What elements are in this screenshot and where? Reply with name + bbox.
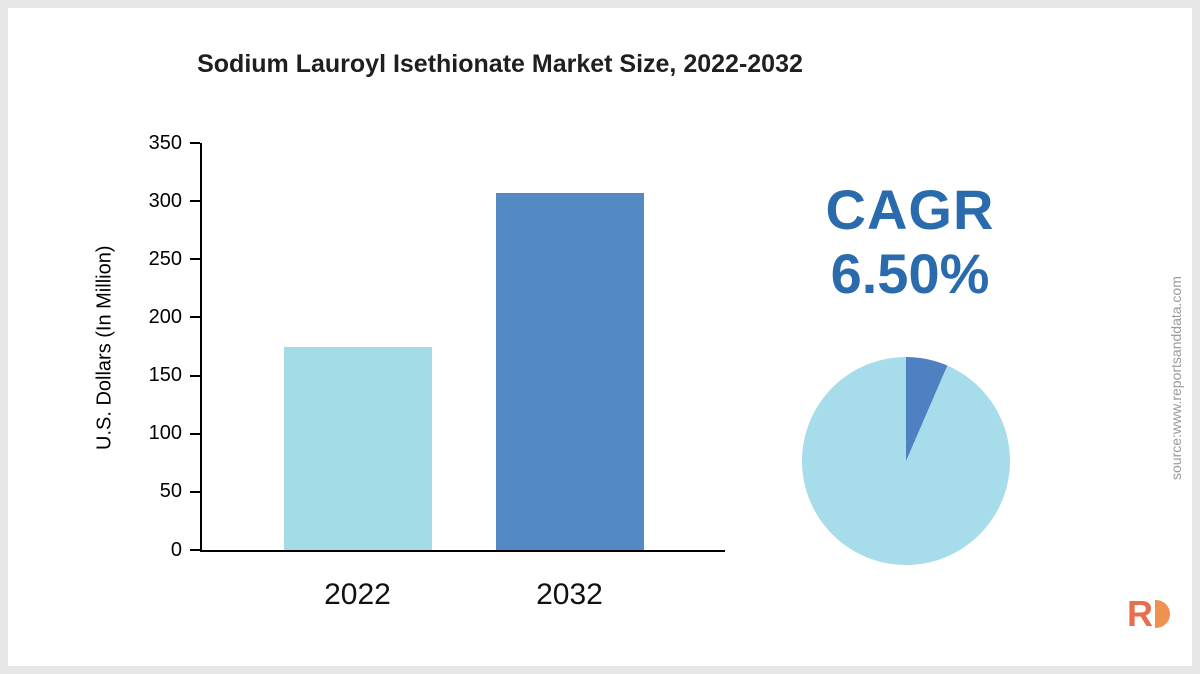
reportsanddata-logo: R	[1127, 596, 1170, 632]
x-label-2032: 2032	[536, 578, 603, 611]
y-tick-mark	[190, 432, 200, 435]
cagr-label: CAGR	[825, 178, 995, 241]
cagr-pie	[802, 357, 1010, 565]
y-tick-mark	[190, 374, 200, 377]
x-labels: 2022 2032	[202, 578, 725, 612]
y-tick-mark	[190, 142, 200, 144]
y-tick-label: 100	[148, 422, 182, 445]
cagr-value: 6.50%	[830, 242, 990, 306]
y-ticks: 0 50 100 150 200 250 300 350	[149, 132, 725, 561]
y-tick-mark	[190, 258, 200, 261]
y-tick-label: 250	[148, 247, 182, 270]
y-tick-label: 0	[170, 538, 182, 561]
y-tick-label: 300	[148, 189, 182, 212]
source-attribution: source:www.reportsanddata.com	[1168, 276, 1184, 480]
y-tick-mark	[190, 490, 200, 493]
cagr-block: CAGR 6.50%	[770, 178, 1050, 307]
bar-2032	[495, 193, 644, 550]
y-tick-label: 350	[148, 131, 182, 154]
y-tick-mark	[190, 200, 200, 203]
y-tick-label: 50	[159, 480, 182, 503]
y-tick-mark	[190, 549, 200, 551]
bar-2022	[283, 346, 432, 550]
logo-d-shape-icon	[1155, 600, 1170, 628]
y-axis-title: U.S. Dollars (In Million)	[93, 245, 116, 450]
logo-letter-r: R	[1127, 593, 1153, 634]
y-tick-label: 150	[148, 364, 182, 387]
chart-title: Sodium Lauroyl Isethionate Market Size, …	[197, 50, 803, 78]
plot-area: 0 50 100 150 200 250 300 350 2022 2032	[149, 132, 725, 611]
y-tick-label: 200	[148, 305, 182, 328]
y-tick-mark	[190, 316, 200, 319]
bars	[202, 143, 725, 550]
x-label-2022: 2022	[324, 578, 391, 611]
